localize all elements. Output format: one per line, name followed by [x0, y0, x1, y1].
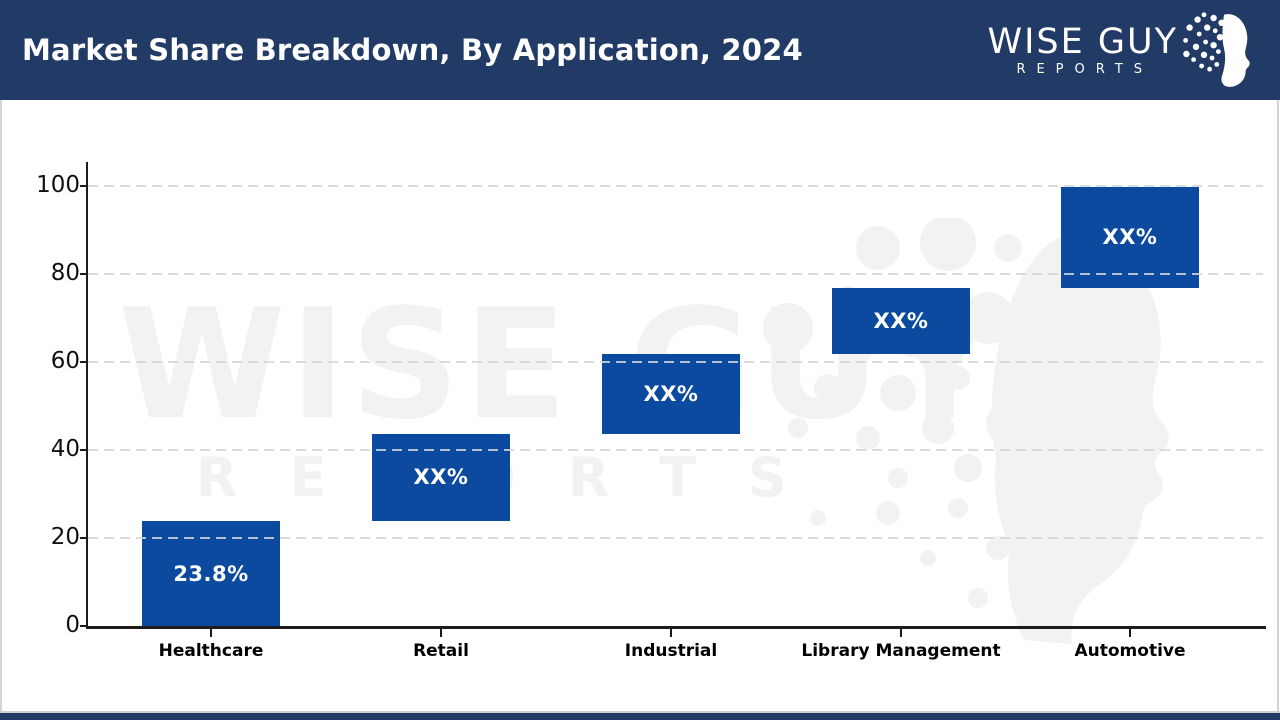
gridline-40: [88, 449, 1263, 451]
footer-divider: [0, 711, 1280, 713]
bar-value-label: 23.8%: [173, 561, 249, 586]
bar-value-label: XX%: [413, 465, 469, 490]
footer-bar: [0, 713, 1280, 720]
bar-value-label: XX%: [643, 381, 699, 406]
y-axis-tick-mark: [80, 449, 87, 451]
y-axis-tick-mark: [80, 185, 87, 187]
frame-left: [0, 100, 2, 712]
bar-automotive: [1061, 186, 1199, 288]
header-bar: Market Share Breakdown, By Application, …: [0, 0, 1280, 100]
bar-industrial: [602, 353, 740, 434]
y-axis-tick-label: 60: [50, 348, 80, 374]
x-axis-tick-mark: [670, 629, 672, 637]
gridline-100: [88, 185, 1263, 187]
brand-logo: WISE GUY REPORTS: [987, 9, 1252, 91]
y-axis-tick-label: 100: [36, 172, 80, 198]
x-axis-spine: [86, 626, 1266, 629]
y-axis-tick-label: 80: [50, 260, 80, 286]
y-axis-tick-label: 0: [65, 612, 80, 638]
y-axis-tick-mark: [80, 625, 87, 627]
x-axis-category-label: Automotive: [1074, 641, 1186, 661]
y-axis-tick-label: 20: [50, 524, 80, 550]
gridline-60: [88, 361, 1263, 363]
page-title: Market Share Breakdown, By Application, …: [22, 33, 803, 67]
x-axis-category-label: Healthcare: [158, 641, 264, 661]
x-axis-tick-mark: [210, 629, 212, 637]
y-axis-spine: [86, 162, 88, 628]
x-axis-tick-mark: [440, 629, 442, 637]
gridline-80: [88, 273, 1263, 275]
bar-retail: [372, 433, 510, 522]
x-axis-tick-mark: [1129, 629, 1131, 637]
x-axis-category-label: Industrial: [624, 641, 718, 661]
brand-logo-text: WISE GUY REPORTS: [987, 21, 1178, 77]
y-axis-tick-mark: [80, 537, 87, 539]
brand-subname: REPORTS: [1016, 61, 1154, 77]
frame-right: [1277, 100, 1279, 712]
bar-value-label: XX%: [873, 308, 929, 333]
gridline-20: [88, 537, 1263, 539]
bar-value-label: XX%: [1102, 225, 1158, 250]
x-axis-category-label: Retail: [413, 641, 469, 661]
watermark-dotted-face: [763, 218, 1169, 645]
brand-name: WISE GUY: [987, 21, 1178, 62]
x-axis-category-label: Library Management: [801, 641, 1001, 661]
watermark-brand-subtext: REPORTS: [196, 446, 839, 509]
bar-library-management: [832, 287, 970, 354]
y-axis-tick-label: 40: [50, 436, 80, 462]
y-axis-tick-mark: [80, 273, 87, 275]
y-axis-tick-mark: [80, 361, 87, 363]
dotted-face-icon: [1183, 12, 1250, 87]
x-axis-tick-mark: [900, 629, 902, 637]
